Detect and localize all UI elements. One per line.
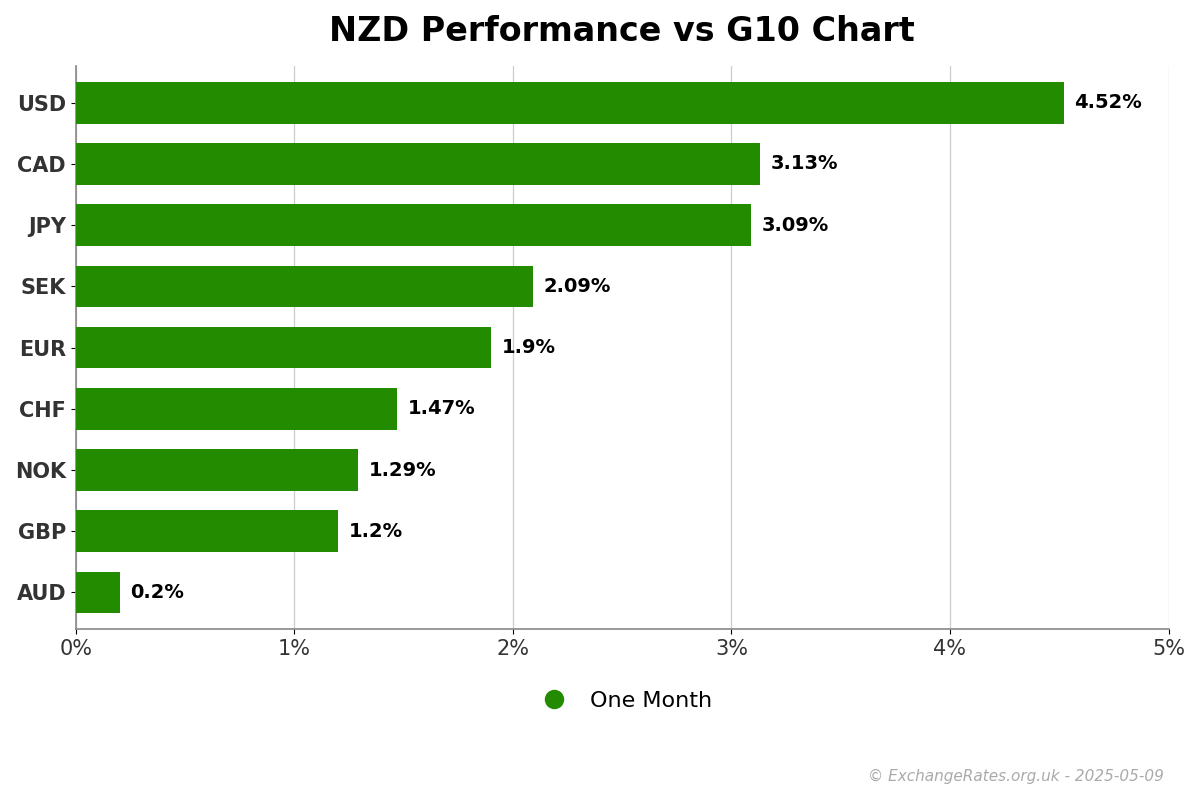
Text: 3.09%: 3.09% bbox=[762, 216, 829, 234]
Text: 1.47%: 1.47% bbox=[408, 399, 475, 418]
Text: 4.52%: 4.52% bbox=[1074, 94, 1142, 112]
Bar bbox=[76, 572, 120, 614]
Bar bbox=[76, 204, 751, 246]
Text: 1.9%: 1.9% bbox=[502, 338, 556, 357]
Bar bbox=[76, 510, 338, 552]
Bar bbox=[76, 388, 397, 430]
Bar bbox=[76, 82, 1063, 123]
Text: 3.13%: 3.13% bbox=[770, 154, 839, 174]
Text: 1.2%: 1.2% bbox=[349, 522, 403, 541]
Bar bbox=[76, 143, 760, 185]
Bar bbox=[76, 266, 533, 307]
Bar bbox=[76, 327, 491, 369]
Title: NZD Performance vs G10 Chart: NZD Performance vs G10 Chart bbox=[329, 15, 916, 48]
Text: 1.29%: 1.29% bbox=[368, 461, 437, 479]
Text: © ExchangeRates.org.uk - 2025-05-09: © ExchangeRates.org.uk - 2025-05-09 bbox=[868, 769, 1164, 784]
Text: 0.2%: 0.2% bbox=[131, 583, 185, 602]
Bar bbox=[76, 450, 358, 491]
Legend: One Month: One Month bbox=[523, 682, 721, 719]
Text: 2.09%: 2.09% bbox=[544, 277, 611, 296]
